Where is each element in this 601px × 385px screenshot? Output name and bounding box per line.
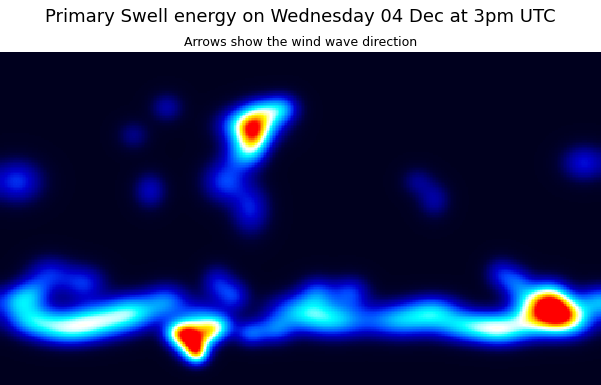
Text: Arrows show the wind wave direction: Arrows show the wind wave direction	[184, 36, 417, 49]
Text: Primary Swell energy on Wednesday 04 Dec at 3pm UTC: Primary Swell energy on Wednesday 04 Dec…	[45, 8, 556, 26]
